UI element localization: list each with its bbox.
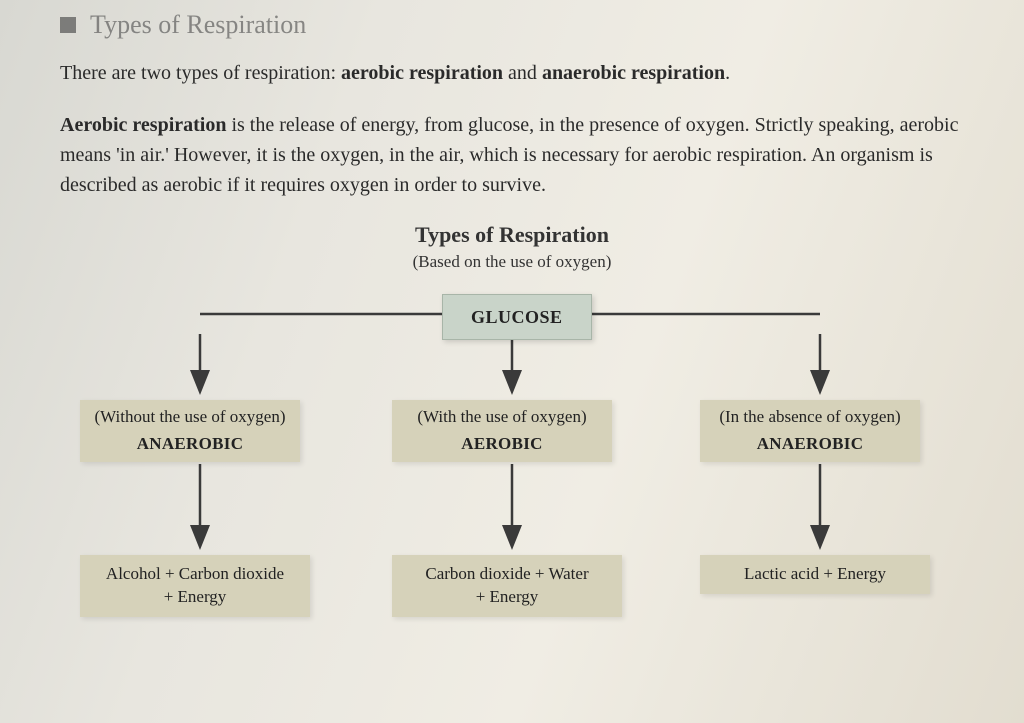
aerobic-paragraph: Aerobic respiration is the release of en… (60, 110, 964, 200)
para2-bold: Aerobic respiration (60, 114, 226, 136)
intro-paragraph: There are two types of respiration: aero… (60, 58, 964, 88)
glucose-box: GLUCOSE (442, 294, 592, 340)
result-line1: Carbon dioxide + Water (406, 563, 608, 586)
respiration-diagram: GLUCOSE (Without the use of oxygen) ANAERO… (60, 290, 964, 650)
result-line2: + Energy (94, 586, 296, 609)
condition-text: (With the use of oxygen) (402, 406, 602, 429)
intro-mid: and (503, 62, 542, 84)
branch-result-2: Lactic acid + Energy (700, 555, 930, 594)
condition-text: (Without the use of oxygen) (90, 406, 290, 429)
branch-condition-2: (In the absence of oxygen) ANAEROBIC (700, 400, 920, 462)
condition-text: (In the absence of oxygen) (710, 406, 910, 429)
bullet-icon (60, 17, 76, 33)
diagram-subtitle: (Based on the use of oxygen) (60, 252, 964, 272)
result-line2: + Energy (406, 586, 608, 609)
branch-condition-0: (Without the use of oxygen) ANAEROBIC (80, 400, 300, 462)
branch-condition-1: (With the use of oxygen) AEROBIC (392, 400, 612, 462)
intro-bold-2: anaerobic respiration (542, 62, 725, 84)
type-label: ANAEROBIC (710, 433, 910, 456)
heading-text: Types of Respiration (90, 10, 306, 40)
result-line1: Alcohol + Carbon dioxide (94, 563, 296, 586)
branch-result-0: Alcohol + Carbon dioxide+ Energy (80, 555, 310, 617)
intro-pre: There are two types of respiration: (60, 62, 341, 84)
result-line1: Lactic acid + Energy (714, 563, 916, 586)
intro-bold-1: aerobic respiration (341, 62, 503, 84)
intro-post: . (725, 62, 730, 84)
section-heading: Types of Respiration (60, 10, 964, 40)
type-label: ANAEROBIC (90, 433, 290, 456)
type-label: AEROBIC (402, 433, 602, 456)
diagram-title: Types of Respiration (60, 222, 964, 248)
branch-result-1: Carbon dioxide + Water+ Energy (392, 555, 622, 617)
